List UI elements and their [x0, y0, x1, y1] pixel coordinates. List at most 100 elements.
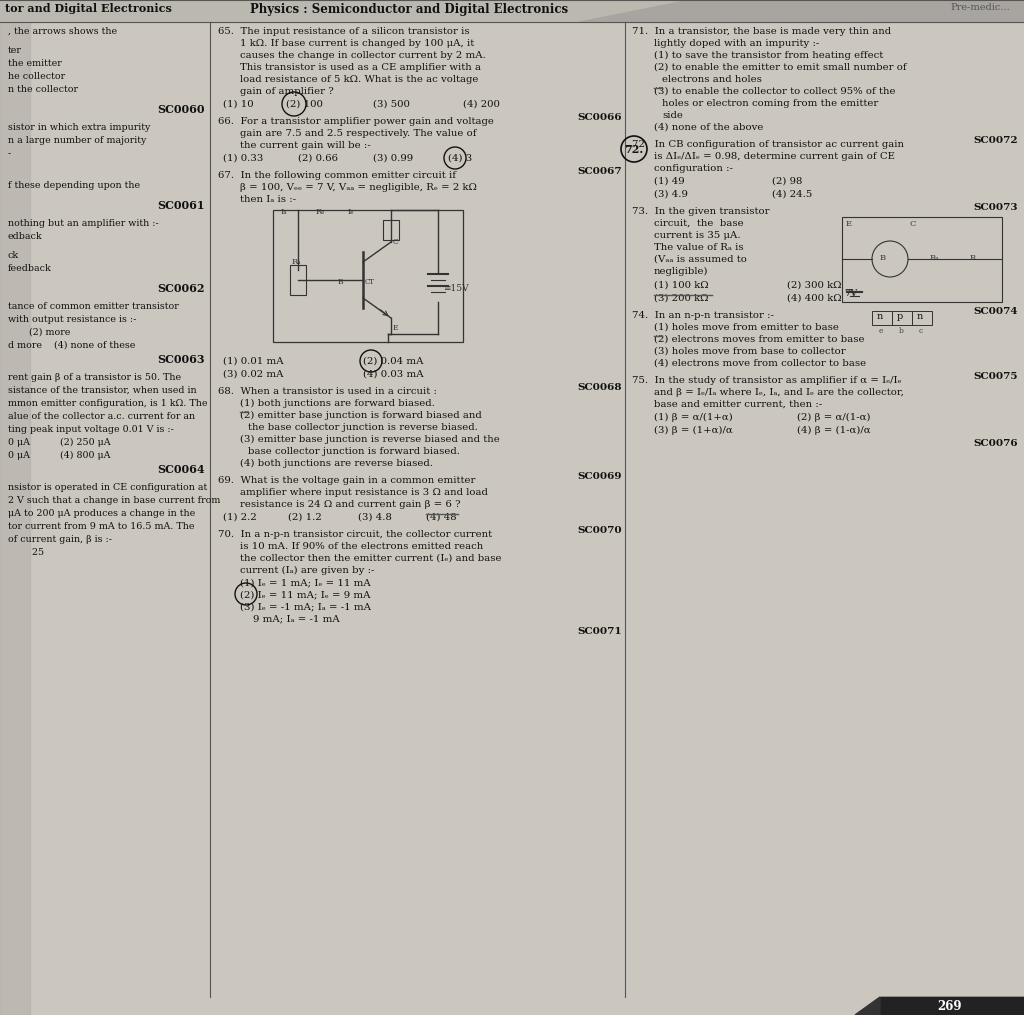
- Text: (Vₐₐ is assumed to: (Vₐₐ is assumed to: [654, 255, 746, 264]
- Text: 65.  The input resistance of a silicon transistor is: 65. The input resistance of a silicon tr…: [218, 27, 470, 36]
- Text: β = 100, Vₑₑ = 7 V, Vₐₐ = negligible, Rₑ = 2 kΩ: β = 100, Vₑₑ = 7 V, Vₐₐ = negligible, Rₑ…: [240, 183, 477, 192]
- Text: d more    (4) none of these: d more (4) none of these: [8, 341, 135, 350]
- Text: 73.  In the given transistor: 73. In the given transistor: [632, 207, 769, 216]
- Text: 67.  In the following common emitter circuit if: 67. In the following common emitter circ…: [218, 171, 456, 180]
- Text: ting peak input voltage 0.01 V is :-: ting peak input voltage 0.01 V is :-: [8, 425, 174, 434]
- Text: SC0075: SC0075: [974, 373, 1018, 381]
- Text: c: c: [919, 327, 924, 335]
- Text: and β = Iₑ/Iₐ where Iₑ, Iₐ, and Iₑ are the collector,: and β = Iₑ/Iₐ where Iₑ, Iₐ, and Iₑ are t…: [654, 388, 904, 397]
- Text: B: B: [880, 254, 886, 262]
- Text: amplifier where input resistance is 3 Ω and load: amplifier where input resistance is 3 Ω …: [240, 488, 487, 497]
- Text: (4) 400 kΩ: (4) 400 kΩ: [787, 294, 842, 303]
- Text: This transistor is used as a CE amplifier with a: This transistor is used as a CE amplifie…: [240, 63, 481, 72]
- Text: current is 35 μA.: current is 35 μA.: [654, 231, 740, 240]
- Text: SC0064: SC0064: [158, 464, 205, 475]
- Text: 69.  What is the voltage gain in a common emitter: 69. What is the voltage gain in a common…: [218, 476, 475, 485]
- Text: (2) 98: (2) 98: [772, 177, 803, 186]
- Text: (2) β = α/(1-α): (2) β = α/(1-α): [797, 413, 870, 422]
- Text: Iₐ: Iₐ: [281, 208, 288, 216]
- Text: edback: edback: [8, 232, 43, 241]
- Text: (4) 3: (4) 3: [449, 154, 472, 163]
- Text: (1) Iₑ = 1 mA; Iₑ = 11 mA: (1) Iₑ = 1 mA; Iₑ = 11 mA: [240, 578, 371, 587]
- Text: n: n: [877, 312, 884, 321]
- Text: 66.  For a transistor amplifier power gain and voltage: 66. For a transistor amplifier power gai…: [218, 117, 494, 126]
- Text: (1) holes move from emitter to base: (1) holes move from emitter to base: [654, 323, 839, 332]
- Text: C: C: [393, 238, 398, 246]
- Text: b: b: [899, 327, 904, 335]
- Text: (3) Iₑ = -1 mA; Iₐ = -1 mA: (3) Iₑ = -1 mA; Iₐ = -1 mA: [240, 602, 371, 611]
- Text: sistance of the transistor, when used in: sistance of the transistor, when used in: [8, 386, 197, 395]
- Text: (3) 200 kΩ: (3) 200 kΩ: [654, 294, 709, 303]
- Text: configuration :-: configuration :-: [654, 164, 733, 173]
- Text: (2) Iₑ = 11 mA; Iₑ = 9 mA: (2) Iₑ = 11 mA; Iₑ = 9 mA: [240, 590, 371, 599]
- Text: (3) 4.8: (3) 4.8: [358, 513, 392, 522]
- Text: 0 μA          (4) 800 μA: 0 μA (4) 800 μA: [8, 451, 111, 460]
- Bar: [383, 220, 399, 240]
- Text: (3) 0.02 mA: (3) 0.02 mA: [223, 370, 284, 379]
- Text: load resistance of 5 kΩ. What is the ac voltage: load resistance of 5 kΩ. What is the ac …: [240, 75, 478, 84]
- Text: (2) 0.66: (2) 0.66: [298, 154, 338, 163]
- Text: 75.  In the study of transistor as amplifier if α = Iₑ/Iₑ: 75. In the study of transistor as amplif…: [632, 376, 901, 385]
- Text: 71.  In a transistor, the base is made very thin and: 71. In a transistor, the base is made ve…: [632, 27, 891, 36]
- Text: (2) electrons moves from emitter to base: (2) electrons moves from emitter to base: [654, 335, 864, 344]
- Text: the collector then the emitter current (Iₑ) and base: the collector then the emitter current (…: [240, 554, 502, 563]
- Text: SC0063: SC0063: [158, 354, 205, 365]
- Text: gain are 7.5 and 2.5 respectively. The value of: gain are 7.5 and 2.5 respectively. The v…: [240, 129, 476, 138]
- Text: the current gain will be :-: the current gain will be :-: [240, 141, 371, 150]
- Text: (3) holes move from base to collector: (3) holes move from base to collector: [654, 347, 846, 356]
- Bar: [273, 210, 463, 342]
- Text: 25: 25: [8, 548, 44, 557]
- Text: n the collector: n the collector: [8, 85, 78, 94]
- Text: negligible): negligible): [654, 267, 709, 276]
- Text: feedback: feedback: [8, 264, 52, 273]
- Text: rent gain β of a transistor is 50. The: rent gain β of a transistor is 50. The: [8, 373, 181, 382]
- Text: alue of the collector a.c. current for an: alue of the collector a.c. current for a…: [8, 412, 196, 421]
- Text: he collector: he collector: [8, 72, 66, 81]
- Text: n: n: [918, 312, 924, 321]
- Text: base and emitter current, then :-: base and emitter current, then :-: [654, 400, 822, 409]
- Text: B: B: [338, 278, 344, 286]
- Text: Pre-medic...: Pre-medic...: [950, 3, 1010, 12]
- Text: 7V: 7V: [844, 289, 857, 298]
- Text: (4) electrons move from collector to base: (4) electrons move from collector to bas…: [654, 359, 866, 368]
- Bar: [290, 265, 306, 295]
- Text: (2) 100: (2) 100: [286, 100, 323, 109]
- Text: Physics : Semiconductor and Digital Electronics: Physics : Semiconductor and Digital Elec…: [250, 3, 568, 16]
- Text: n a large number of majority: n a large number of majority: [8, 136, 146, 145]
- Bar: [872, 311, 892, 325]
- Text: (1) 0.01 mA: (1) 0.01 mA: [223, 357, 284, 366]
- Text: (1) 49: (1) 49: [654, 177, 685, 186]
- Text: (1) 100 kΩ: (1) 100 kΩ: [654, 281, 709, 290]
- Text: tor and Digital Electronics: tor and Digital Electronics: [5, 3, 172, 14]
- Text: SC0069: SC0069: [578, 472, 622, 481]
- Text: SC0062: SC0062: [158, 283, 205, 294]
- Text: CT: CT: [365, 278, 375, 286]
- Text: 2 V such that a change in base current from: 2 V such that a change in base current f…: [8, 496, 220, 505]
- Text: ≡15V: ≡15V: [443, 284, 469, 293]
- Text: is 10 mA. If 90% of the electrons emitted reach: is 10 mA. If 90% of the electrons emitte…: [240, 542, 483, 551]
- Text: (3) to enable the collector to collect 95% of the: (3) to enable the collector to collect 9…: [654, 87, 896, 96]
- Bar: [880, 997, 1024, 1015]
- Bar: [912, 311, 932, 325]
- Text: nsistor is operated in CE configuration at: nsistor is operated in CE configuration …: [8, 483, 207, 492]
- Bar: [880, 997, 1024, 1015]
- Text: SC0061: SC0061: [158, 200, 205, 211]
- Text: (4) both junctions are reverse biased.: (4) both junctions are reverse biased.: [240, 459, 433, 468]
- Text: (1) both junctions are forward biased.: (1) both junctions are forward biased.: [240, 399, 435, 408]
- Text: then Iₐ is :-: then Iₐ is :-: [240, 195, 296, 204]
- Text: 1 kΩ. If base current is changed by 100 μA, it: 1 kΩ. If base current is changed by 100 …: [240, 39, 474, 48]
- Bar: [0, 0, 30, 1015]
- Text: SC0071: SC0071: [578, 627, 622, 636]
- Text: (1) to save the transistor from heating effect: (1) to save the transistor from heating …: [654, 51, 884, 60]
- Text: current (Iₐ) are given by :-: current (Iₐ) are given by :-: [240, 566, 375, 576]
- Text: of current gain, β is :-: of current gain, β is :-: [8, 535, 112, 544]
- Text: the emitter: the emitter: [8, 59, 61, 68]
- Polygon shape: [855, 997, 880, 1015]
- Text: holes or electron coming from the emitter: holes or electron coming from the emitte…: [662, 99, 879, 108]
- Text: 72.: 72.: [625, 144, 644, 155]
- Text: -: -: [8, 149, 11, 158]
- Text: Iₑ: Iₑ: [348, 208, 354, 216]
- Text: (3) emitter base junction is reverse biased and the: (3) emitter base junction is reverse bia…: [240, 435, 500, 445]
- Text: causes the change in collector current by 2 mA.: causes the change in collector current b…: [240, 51, 485, 60]
- Text: (1) 10: (1) 10: [223, 100, 254, 109]
